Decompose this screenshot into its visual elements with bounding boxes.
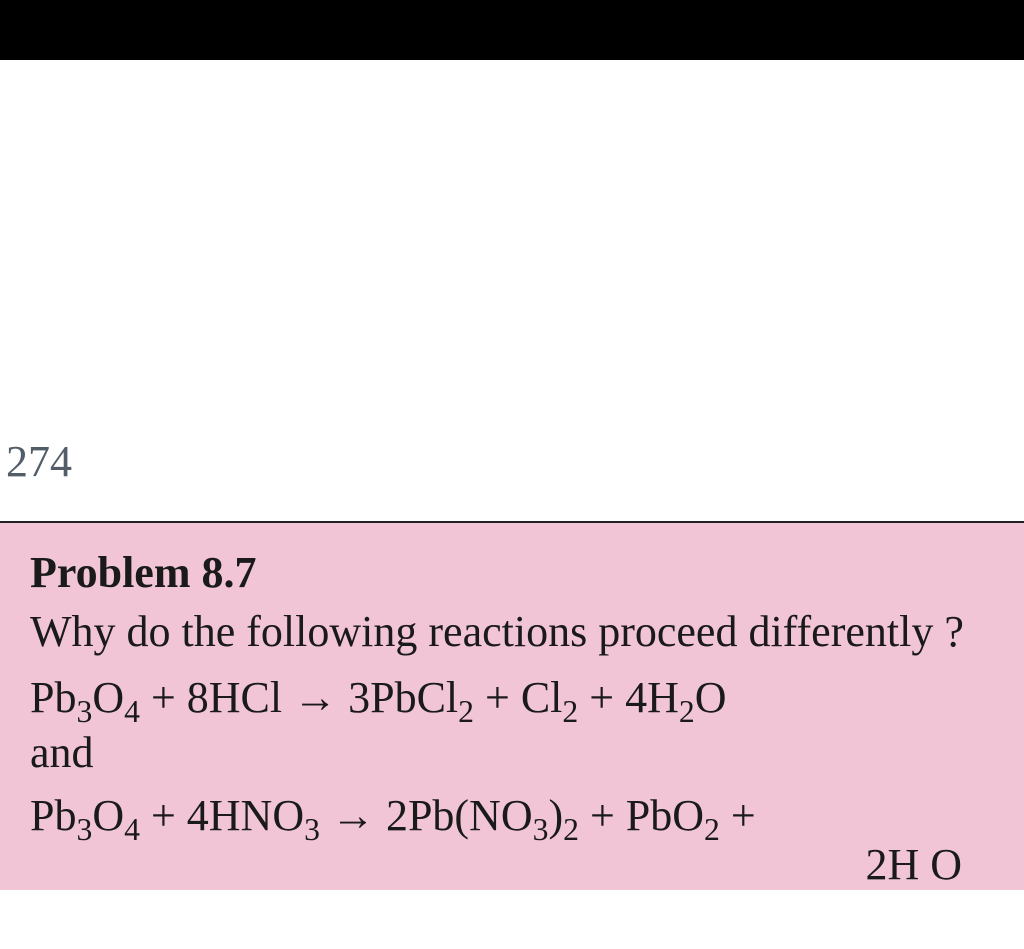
- eq2-n3-sub: 2: [563, 812, 579, 847]
- eq2-n4-sub: 2: [704, 812, 720, 847]
- eq2-n1-sub: 3: [304, 812, 320, 847]
- eq1-mid2: + Cl: [474, 673, 562, 722]
- eq1-mid3: + 4H: [578, 673, 679, 722]
- eq2-r2: O: [92, 791, 124, 840]
- eq2-r1-sub: 3: [76, 812, 92, 847]
- spacer: [0, 487, 1024, 521]
- eq1-r1: Pb: [30, 673, 76, 722]
- eq1-r1-sub: 3: [76, 694, 92, 729]
- problem-question: Why do the following reactions proceed d…: [30, 604, 994, 660]
- eq2-mid2: + PbO: [579, 791, 704, 840]
- and-text: and: [30, 727, 994, 778]
- eq2-r2-sub: 4: [124, 812, 140, 847]
- eq1-r2-sub: 4: [124, 694, 140, 729]
- eq2-r1: Pb: [30, 791, 76, 840]
- eq1-r2: O: [92, 673, 124, 722]
- problem-title: Problem 8.7: [30, 547, 994, 598]
- problem-box: Problem 8.7 Why do the following reactio…: [0, 521, 1024, 890]
- eq2-close: ): [548, 791, 563, 840]
- partial-next-line: 2H O: [30, 839, 994, 890]
- top-black-bar: [0, 0, 1024, 60]
- eq1-p2-sub: 2: [562, 694, 578, 729]
- eq2-tail: +: [720, 791, 756, 840]
- white-gap: [0, 60, 1024, 436]
- equation-2: Pb3O4 + 4HNO3 → 2Pb(NO3)2 + PbO2 +: [30, 788, 994, 843]
- eq2-n2-sub: 3: [533, 812, 549, 847]
- eq1-p3-sub: 2: [679, 694, 695, 729]
- eq1-mid1: + 8HCl → 3PbCl: [140, 673, 458, 722]
- eq2-mid1: + 4HNO: [140, 791, 304, 840]
- eq1-p1-sub: 2: [458, 694, 474, 729]
- equation-1: Pb3O4 + 8HCl → 3PbCl2 + Cl2 + 4H2O: [30, 670, 994, 725]
- eq1-tail: O: [695, 673, 727, 722]
- page-number: 274: [6, 436, 1024, 487]
- eq2-arrow: → 2Pb(NO: [320, 791, 533, 840]
